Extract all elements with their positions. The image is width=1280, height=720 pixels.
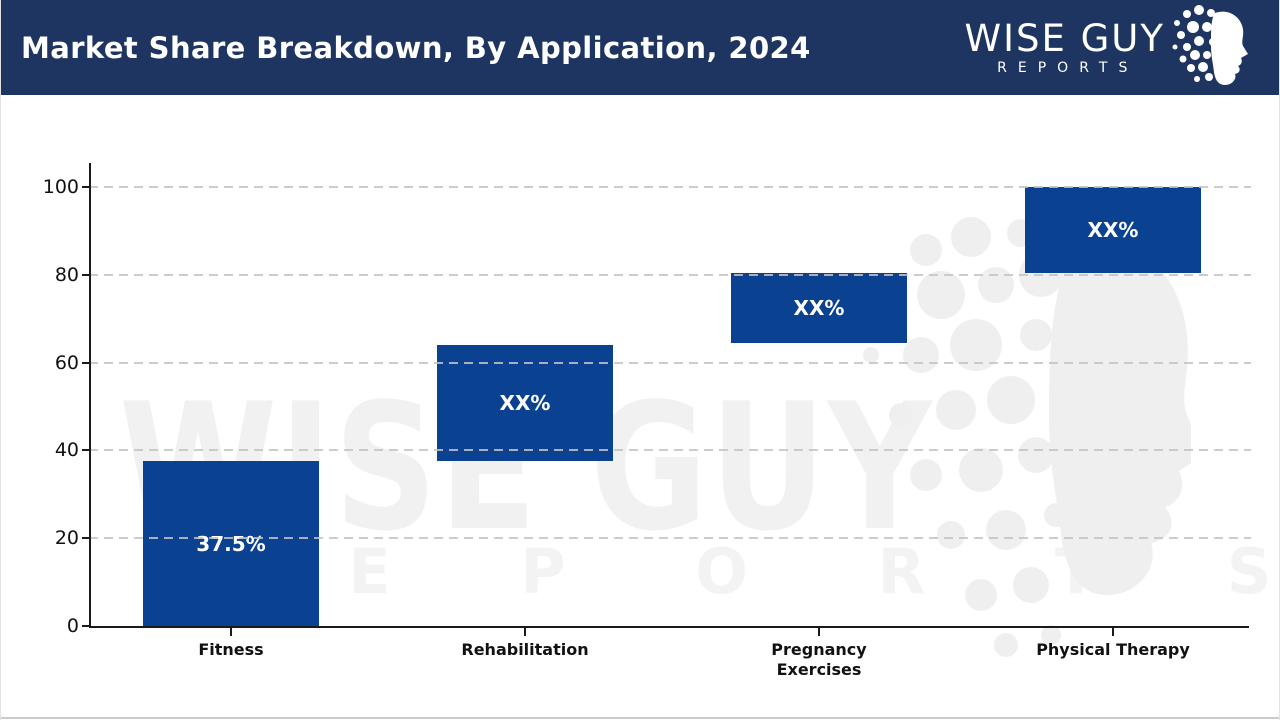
gridline-100	[89, 186, 1251, 188]
y-tick-0	[82, 625, 89, 627]
x-category-label: Rehabilitation	[461, 640, 589, 659]
bar-value-label: 37.5%	[196, 531, 266, 556]
y-tick-60	[82, 361, 89, 364]
x-category-label: Pregnancy Exercises	[771, 640, 867, 679]
wise-guy-logo: WISE GUY REPORTS	[965, 4, 1253, 91]
x-category-label: Fitness	[198, 640, 264, 659]
x-tick-3	[818, 628, 820, 636]
header-band: Market Share Breakdown, By Application, …	[1, 0, 1279, 95]
x-category-label: Physical Therapy	[1036, 640, 1190, 659]
chart-title: Market Share Breakdown, By Application, …	[21, 30, 811, 65]
y-tick-label: 40	[54, 439, 79, 462]
logo-text: WISE GUY REPORTS	[965, 20, 1165, 75]
gridline-40	[89, 449, 1251, 452]
x-tick-1	[230, 628, 232, 636]
logo-head-icon	[1172, 4, 1248, 85]
gridline-80	[89, 273, 1251, 276]
y-tick-label: 20	[54, 527, 79, 550]
bottom-edge-line	[1, 717, 1279, 719]
bar-pregnancy-exercises: XX%	[731, 272, 907, 343]
bar-physical-therapy: XX%	[1025, 187, 1201, 273]
bar-value-label: XX%	[1087, 217, 1139, 242]
logo-subtext: REPORTS	[997, 60, 1139, 76]
gridline-60	[89, 361, 1251, 364]
x-tick-2	[524, 628, 526, 636]
y-tick-label: 60	[54, 351, 79, 374]
x-tick-4	[1112, 628, 1114, 636]
y-tick-label: 0	[66, 615, 79, 637]
bar-value-label: XX%	[499, 391, 551, 416]
y-axis-line	[89, 163, 91, 628]
y-tick-100	[82, 186, 89, 188]
y-tick-label: 80	[54, 263, 79, 286]
y-tick-20	[82, 537, 89, 540]
logo-wordmark: WISE GUY	[964, 17, 1165, 60]
watermark-subtext: R E P O R T S	[171, 535, 1280, 608]
y-tick-80	[82, 273, 89, 276]
gridline-20	[89, 537, 1251, 540]
bar-value-label: XX%	[793, 295, 845, 320]
x-axis-line	[89, 626, 1249, 628]
bar-fitness: 37.5%	[143, 461, 319, 626]
y-tick-40	[82, 449, 89, 452]
y-tick-label: 100	[42, 176, 79, 198]
bar-rehabilitation: XX%	[437, 345, 613, 462]
